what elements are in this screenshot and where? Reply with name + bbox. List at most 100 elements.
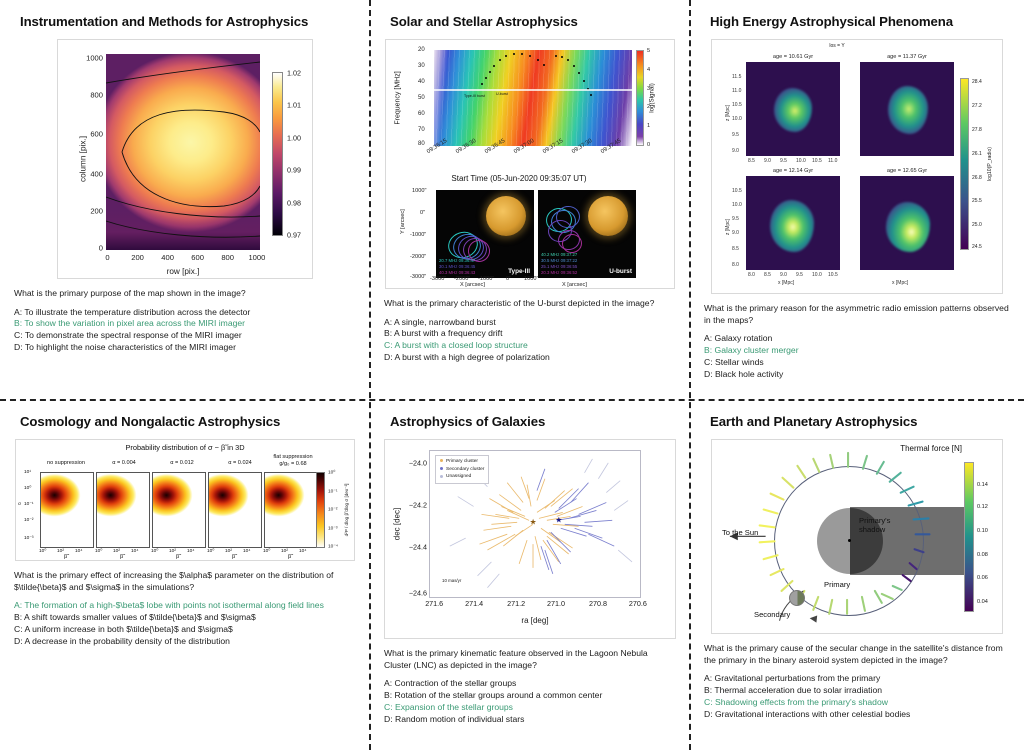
pdf-density xyxy=(209,473,261,547)
y-tick: 10⁰ xyxy=(24,486,32,491)
colorbar-tick: 0.04 xyxy=(977,599,988,606)
legend-label-secondary: Secondary cluster xyxy=(446,466,485,472)
legend-swatch-secondary xyxy=(440,466,443,470)
option-d[interactable]: D: Gravitational interactions with other… xyxy=(704,708,911,719)
option-d[interactable]: D: Random motion of individual stars xyxy=(384,713,525,724)
colorbar-log-signal: 5 4 3 2 1 0 xyxy=(636,48,650,148)
option-b[interactable]: B: To show the variation in pixel area a… xyxy=(14,318,246,329)
sky-x-axis-label-right: X [arcsec] xyxy=(562,282,587,288)
option-a[interactable]: A: A single, narrowband burst xyxy=(384,316,496,327)
panel-high-energy: High Energy Astrophysical Phenomena los … xyxy=(690,0,1024,400)
colorbar-tick: 10⁻³ xyxy=(328,526,338,531)
sky-x-tick: -1000" xyxy=(478,276,495,282)
x-tick: 271.2 xyxy=(507,599,526,608)
y-tick: 50 xyxy=(418,95,425,101)
annotation-type-iii: Type-III burst xyxy=(464,94,485,98)
colorbar-tick: 0.98 xyxy=(287,198,301,208)
emission-blob xyxy=(774,88,812,132)
option-c[interactable]: C: To demonstrate the spectral response … xyxy=(14,330,242,341)
figure-probability-distribution: Probability distribution of σ − β̃ in 3D… xyxy=(15,439,355,561)
option-a[interactable]: A: Galaxy rotation xyxy=(704,333,773,344)
sky-y-axis-label: Y [arcsec] xyxy=(400,209,406,234)
option-a[interactable]: A: The formation of a high-$\beta$ lobe … xyxy=(14,600,324,611)
qa-block-instrumentation: What is the primary purpose of the map s… xyxy=(14,288,356,354)
colorbar-tick: 0.99 xyxy=(287,165,301,175)
panel-cosmology: Cosmology and Nongalactic Astrophysics P… xyxy=(0,400,370,750)
legend-item-unassigned: Unassigned xyxy=(440,473,484,481)
question-text: What is the primary purpose of the map s… xyxy=(14,288,246,298)
qa-block-earth-planetary: What is the primary cause of the secular… xyxy=(704,643,1010,721)
y-tick: 9.0 xyxy=(732,230,739,236)
burst-track-dots xyxy=(481,53,592,96)
y-axis-label: column [pix.] xyxy=(78,136,88,182)
x-tick: 8.5 xyxy=(764,272,771,278)
x-tick: 10² xyxy=(225,549,232,554)
frequency-legend: 20.3 MHz 09:36:52 xyxy=(541,270,578,275)
subplot-label-3: α = 0.012 xyxy=(170,460,194,466)
svg-text:★: ★ xyxy=(529,517,536,526)
option-d[interactable]: D: A decrease in the probability density… xyxy=(14,635,230,646)
figure-lnc-proper-motions: ★ ★ Primary cluster Secondary cluster Un… xyxy=(384,439,676,639)
x-tick: 10.0 xyxy=(812,272,822,278)
panel-galaxies: Astrophysics of Galaxies xyxy=(370,400,690,750)
option-c[interactable]: C: A burst with a closed loop structure xyxy=(384,340,528,351)
x-axis-label: β̃ xyxy=(232,554,236,560)
radio-map-1 xyxy=(746,62,840,156)
option-b[interactable]: B: A shift towards smaller values of $\t… xyxy=(14,612,256,623)
sky-y-tick: 0" xyxy=(420,210,426,216)
frequency-legend: 40.3 MHz 09:36:43 xyxy=(439,270,476,275)
radio-map-3 xyxy=(746,176,840,270)
option-b[interactable]: B: Thermal acceleration due to solar irr… xyxy=(704,685,883,696)
option-c[interactable]: C: Stellar winds xyxy=(704,356,764,367)
colorbar-tick: 24.5 xyxy=(972,244,982,251)
colorbar: 1.02 1.01 1.00 0.99 0.98 0.97 xyxy=(272,69,301,240)
option-c[interactable]: C: Shadowing effects from the primary's … xyxy=(704,696,888,707)
option-b[interactable]: B: Galaxy cluster merger xyxy=(704,345,799,356)
colorbar-tick: 2 xyxy=(647,104,651,111)
y-tick: 1000 xyxy=(86,53,103,63)
y-tick: −24.2 xyxy=(408,500,427,510)
option-d[interactable]: D: A burst with a high degree of polariz… xyxy=(384,352,550,363)
subplot-label-1: no suppression xyxy=(47,460,85,466)
x-tick: 10.0 xyxy=(796,158,806,164)
y-tick: 10⁻³ xyxy=(24,536,34,541)
question-text: What is the primary cause of the secular… xyxy=(704,643,1003,665)
x-axis-label-right: x [Mpc] xyxy=(892,280,909,286)
y-tick: 8.0 xyxy=(732,262,739,268)
x-tick: 10⁰ xyxy=(151,549,159,554)
colorbar-tick: 26.1 xyxy=(972,150,982,157)
x-tick: 10⁴ xyxy=(187,549,195,554)
colorbar-tick: 10⁻¹ xyxy=(328,489,338,494)
label-primarys-shadow: Primary's shadow xyxy=(859,516,891,535)
x-tick: 10² xyxy=(113,549,120,554)
option-c[interactable]: C: A uniform increase in both $\tilde{\b… xyxy=(14,623,233,634)
frequency-legend: 30.5 MHz 09:37:22 xyxy=(541,258,578,263)
x-tick: 10.5 xyxy=(812,158,822,164)
option-a[interactable]: A: To illustrate the temperature distrib… xyxy=(14,306,251,317)
x-tick: 11.0 xyxy=(828,158,838,164)
colorbar-tick: 3 xyxy=(647,85,651,92)
annotation-u-burst: U-burst xyxy=(496,92,508,96)
option-a[interactable]: A: Gravitational perturbations from the … xyxy=(704,673,881,684)
y-tick: 0 xyxy=(98,243,103,253)
option-b[interactable]: B: Rotation of the stellar groups around… xyxy=(384,690,603,701)
y-tick: 10.0 xyxy=(732,116,742,122)
thermal-force-arrows xyxy=(729,451,931,623)
x-axis-label-start-time: Start Time (05-Jun-2020 09:35:07 UT) xyxy=(451,174,587,183)
y-tick: 10⁻¹ xyxy=(24,502,34,507)
colorbar-tick: 1.00 xyxy=(287,133,301,143)
option-c[interactable]: C: Expansion of the stellar groups xyxy=(384,701,513,712)
x-tick: 0 xyxy=(105,253,110,262)
y-tick: 9.5 xyxy=(732,216,739,222)
y-tick: 10⁻² xyxy=(24,518,34,523)
panel-title-cosmology: Cosmology and Nongalactic Astrophysics xyxy=(20,414,281,429)
option-d[interactable]: D: Black hole activity xyxy=(704,368,784,379)
option-a[interactable]: A: Contraction of the stellar groups xyxy=(384,678,517,689)
option-d[interactable]: D: To highlight the noise characteristic… xyxy=(14,342,236,353)
panel-earth-planetary: Earth and Planetary Astrophysics Thermal… xyxy=(690,400,1024,750)
colorbar-tick: 1.01 xyxy=(287,100,301,110)
x-axis-label-left: x [Mpc] xyxy=(778,280,795,286)
dynamic-spectrum: Type-III burst U-burst xyxy=(434,50,632,146)
option-b[interactable]: B: A burst with a frequency drift xyxy=(384,328,503,339)
sky-image-type-iii: Type-III 20.7 MHz 09:36:47 30.1 MHz 09:3… xyxy=(436,190,534,278)
